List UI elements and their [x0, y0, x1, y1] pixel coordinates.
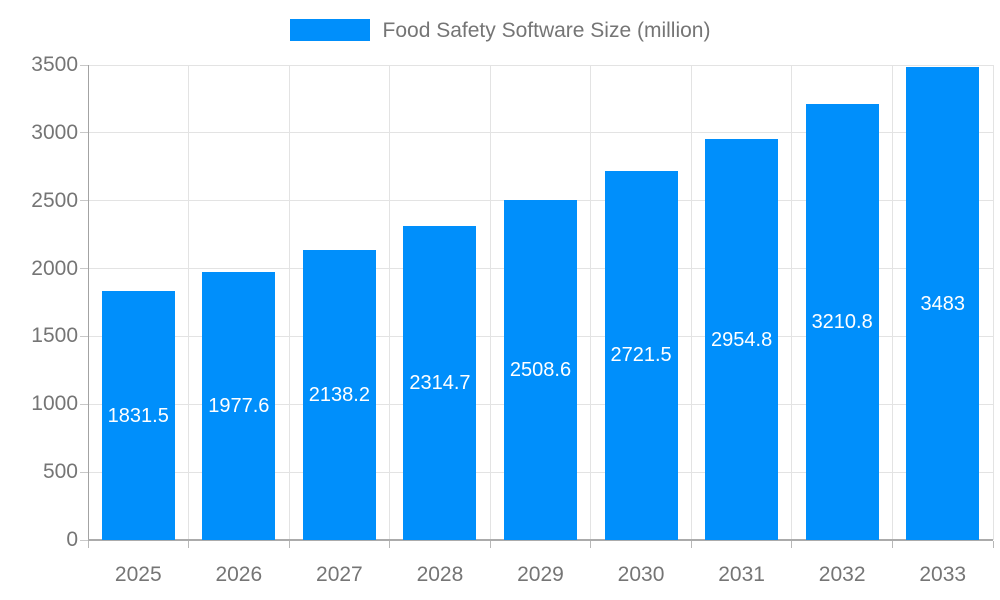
bar[interactable]: 1831.5: [101, 291, 175, 540]
gridline-vertical: [992, 65, 994, 540]
x-axis-line: [88, 539, 993, 541]
y-tick-label: 0: [66, 528, 78, 551]
y-tick-label: 2500: [31, 188, 78, 212]
bar[interactable]: 2508.6: [504, 199, 577, 540]
bar[interactable]: 1977.6: [202, 271, 276, 540]
bar[interactable]: 2954.8: [705, 139, 779, 540]
x-tick-label: 2030: [617, 563, 665, 586]
x-axis-tick: [791, 541, 793, 548]
y-axis-tick: [80, 268, 88, 270]
bar-value-label: 3210.8: [811, 311, 873, 334]
y-axis-tick: [80, 64, 88, 66]
legend-label: Food Safety Software Size (million): [382, 18, 711, 42]
gridline-vertical: [188, 65, 190, 540]
y-axis-tick: [80, 335, 88, 337]
y-tick-label: 1000: [31, 392, 78, 416]
bar-value-label: 1831.5: [107, 404, 169, 427]
x-tick-label: 2031: [718, 563, 765, 586]
bar-value-label: 2138.2: [308, 383, 370, 406]
x-axis-tick: [188, 541, 190, 548]
x-axis-tick: [992, 541, 994, 548]
x-tick-label: 2033: [919, 563, 967, 586]
bar-value-label: 3483: [920, 292, 965, 315]
legend-swatch-icon: [289, 19, 370, 41]
x-tick-label: 2026: [215, 563, 263, 586]
plot-area: 1831.5 1977.6 2138.2 2314.7 2508.6 2721.5 2954…: [80, 64, 994, 548]
x-axis-tick: [87, 541, 89, 548]
legend: Food Safety Software Size (million): [0, 19, 1000, 41]
gridline-vertical: [389, 65, 391, 540]
y-tick-label: 500: [42, 460, 78, 484]
legend-item[interactable]: Food Safety Software Size (million): [289, 18, 711, 42]
y-axis-tick: [80, 403, 88, 405]
gridline-horizontal: [88, 64, 993, 66]
y-axis-tick: [80, 539, 88, 541]
bar[interactable]: 3483: [906, 67, 980, 540]
y-tick-label: 3500: [31, 53, 78, 76]
gridline-vertical: [489, 65, 491, 540]
bar[interactable]: 2721.5: [604, 170, 678, 540]
y-tick-label: 1500: [31, 324, 78, 348]
gridline-horizontal: [88, 132, 993, 134]
bar-value-label: 2314.7: [409, 371, 471, 394]
x-tick-label: 2027: [316, 563, 363, 586]
gridline-vertical: [288, 65, 290, 540]
y-axis-tick: [80, 200, 88, 202]
gridline-vertical: [891, 65, 893, 540]
bar[interactable]: 3210.8: [805, 104, 879, 540]
x-tick-label: 2032: [818, 563, 866, 586]
y-axis-line: [88, 65, 89, 540]
bar-value-label: 2508.6: [509, 358, 572, 381]
x-axis-tick: [891, 541, 893, 548]
x-axis-tick: [389, 541, 391, 548]
y-axis-tick: [80, 132, 88, 134]
y-tick-label: 3000: [31, 120, 78, 144]
bar-value-label: 2721.5: [610, 344, 672, 367]
x-tick-label: 2028: [416, 563, 464, 586]
x-axis-tick: [590, 541, 592, 548]
gridline-vertical: [590, 65, 592, 540]
x-axis-tick: [288, 541, 290, 548]
x-axis-tick: [690, 541, 692, 548]
y-tick-label: 2000: [31, 256, 78, 280]
x-axis-tick: [489, 541, 491, 548]
gridline-vertical: [690, 65, 692, 540]
x-tick-label: 2025: [114, 563, 162, 586]
bar-value-label: 1977.6: [208, 394, 270, 417]
gridline-vertical: [791, 65, 793, 540]
bar-value-label: 2954.8: [711, 328, 773, 351]
bar[interactable]: 2314.7: [403, 225, 477, 540]
x-tick-label: 2029: [517, 563, 564, 586]
bar[interactable]: 2138.2: [302, 249, 376, 540]
y-axis-tick: [80, 471, 88, 473]
